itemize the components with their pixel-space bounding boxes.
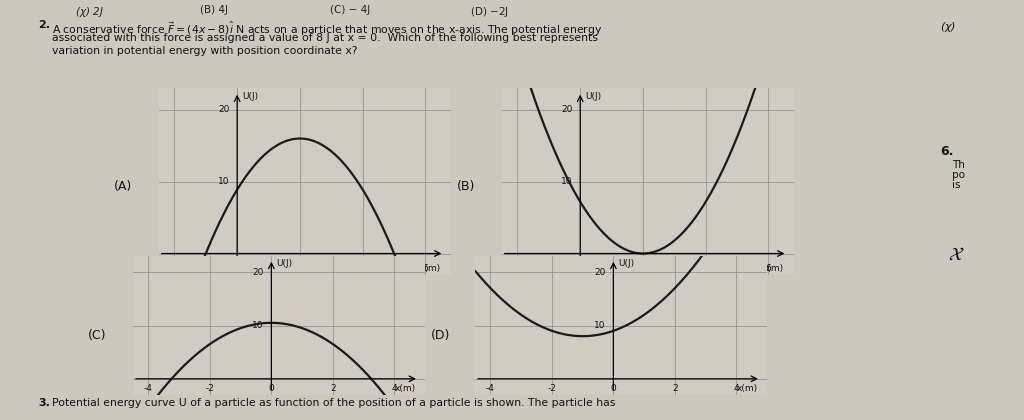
Text: (B) 4J: (B) 4J [200,5,228,15]
Text: 20: 20 [252,268,264,277]
Text: -4: -4 [144,384,153,393]
Text: U(J): U(J) [242,92,258,101]
Text: (D): (D) [431,330,450,342]
Text: U(J): U(J) [276,259,292,268]
Text: U(J): U(J) [617,259,634,268]
Text: 2: 2 [672,384,678,393]
Text: -2: -2 [170,264,179,273]
Text: 6: 6 [423,264,428,273]
Text: -2: -2 [548,384,556,393]
Text: 10: 10 [561,177,572,186]
Text: 10: 10 [252,321,264,330]
Text: associated with this force is assigned a value of 8 J at x = 0.  Which of the fo: associated with this force is assigned a… [52,33,598,43]
Text: x(m): x(m) [736,384,758,393]
Text: (B): (B) [457,181,475,193]
Text: Potential energy curve U of a particle as function of the position of a particle: Potential energy curve U of a particle a… [52,398,615,408]
Text: 6.: 6. [940,145,953,158]
Text: 10: 10 [594,321,606,330]
Text: (C): (C) [88,330,106,342]
Text: 2: 2 [640,264,646,273]
Text: A conservative force $\vec{F}=(4x-8)\hat{i}$ N acts on a particle that moves on : A conservative force $\vec{F}=(4x-8)\hat… [52,20,602,38]
Text: variation in potential energy with position coordinate x?: variation in potential energy with posit… [52,46,357,56]
Text: 4: 4 [702,264,709,273]
Text: -4: -4 [486,384,495,393]
Text: Th: Th [952,160,965,170]
Text: 20: 20 [561,105,572,114]
Text: (A): (A) [114,181,132,193]
Text: 4: 4 [359,264,366,273]
Text: (C) − 4J: (C) − 4J [330,5,371,15]
Text: 4: 4 [733,384,739,393]
Text: 0: 0 [610,384,616,393]
Text: po: po [952,170,965,180]
Text: 0: 0 [268,384,274,393]
Text: is: is [952,180,961,190]
Text: 4: 4 [391,384,397,393]
Text: U(J): U(J) [585,92,601,101]
Text: 2: 2 [297,264,303,273]
Text: 20: 20 [218,105,229,114]
Text: 2.: 2. [38,20,50,30]
Text: 20: 20 [594,268,606,277]
Text: x(m): x(m) [394,384,416,393]
Text: ($\chi$) 2J: ($\chi$) 2J [75,5,103,19]
Text: 2: 2 [330,384,336,393]
Text: 10: 10 [218,177,229,186]
Text: 3.: 3. [38,398,50,408]
Text: 6: 6 [766,264,771,273]
Text: -2: -2 [513,264,522,273]
Text: x(m): x(m) [420,264,441,273]
Text: (D) $-$2J: (D) $-$2J [470,5,509,19]
Text: $\mathcal{X}$: $\mathcal{X}$ [948,245,965,264]
Text: ($\chi$): ($\chi$) [940,20,956,34]
Text: x(m): x(m) [763,264,784,273]
Text: -2: -2 [206,384,214,393]
